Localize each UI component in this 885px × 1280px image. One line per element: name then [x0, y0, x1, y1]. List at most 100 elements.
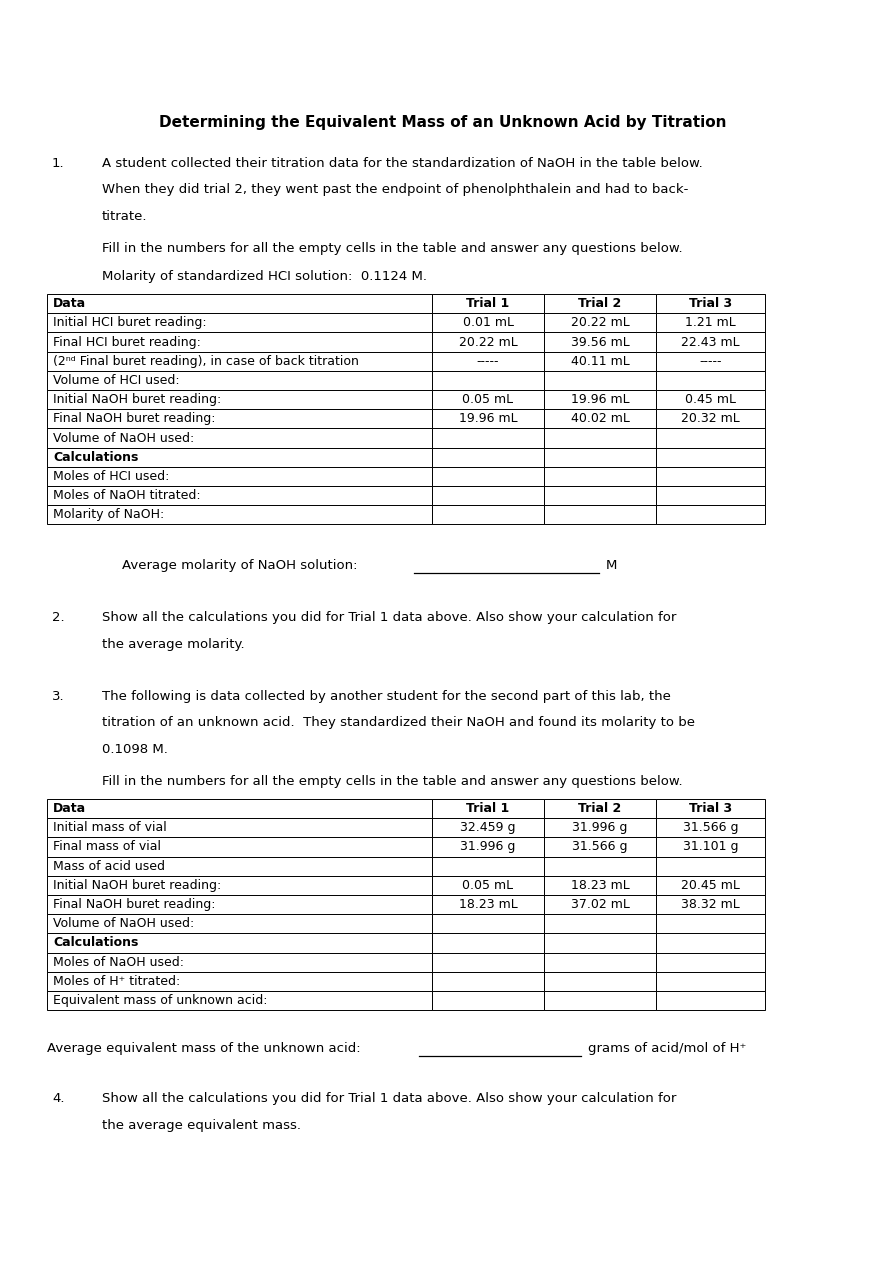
Bar [432, 895, 544, 914]
Text: the average molarity.: the average molarity. [102, 637, 244, 652]
Text: Show all the calculations you did for Trial 1 data above. Also show your calcula: Show all the calculations you did for Tr… [102, 612, 676, 625]
Text: Calculations: Calculations [53, 937, 138, 950]
Bar [656, 933, 765, 952]
Text: M: M [606, 559, 618, 572]
Text: 19.96 mL: 19.96 mL [458, 412, 518, 425]
Text: Moles of NaOH titrated:: Moles of NaOH titrated: [53, 489, 201, 502]
Bar [656, 429, 765, 448]
Bar [544, 506, 656, 525]
Text: Moles of NaOH used:: Moles of NaOH used: [53, 956, 184, 969]
Text: Final NaOH buret reading:: Final NaOH buret reading: [53, 899, 216, 911]
Text: 2.: 2. [52, 612, 65, 625]
Bar [656, 448, 765, 467]
Bar [656, 506, 765, 525]
Bar [47, 914, 432, 933]
Text: Initial mass of vial: Initial mass of vial [53, 822, 166, 835]
Text: Trial 3: Trial 3 [689, 803, 732, 815]
Bar [544, 895, 656, 914]
Text: 0.05 mL: 0.05 mL [463, 879, 513, 892]
Text: Final NaOH buret reading:: Final NaOH buret reading: [53, 412, 216, 425]
Text: titration of an unknown acid.  They standardized their NaOH and found its molari: titration of an unknown acid. They stand… [102, 717, 695, 730]
Text: Calculations: Calculations [53, 451, 138, 463]
Bar [544, 448, 656, 467]
Text: 20.32 mL: 20.32 mL [681, 412, 740, 425]
Bar [656, 352, 765, 371]
Bar [432, 933, 544, 952]
Text: 0.01 mL: 0.01 mL [463, 316, 513, 329]
Text: Initial NaOH buret reading:: Initial NaOH buret reading: [53, 879, 221, 892]
Bar [544, 818, 656, 837]
Text: Determining the Equivalent Mass of an Unknown Acid by Titration: Determining the Equivalent Mass of an Un… [158, 115, 727, 131]
Bar [544, 837, 656, 856]
Text: 20.22 mL: 20.22 mL [571, 316, 629, 329]
Bar [432, 856, 544, 876]
Bar [544, 856, 656, 876]
Bar [656, 914, 765, 933]
Text: 32.459 g: 32.459 g [460, 822, 516, 835]
Text: Trial 1: Trial 1 [466, 803, 510, 815]
Text: Trial 2: Trial 2 [579, 297, 621, 310]
Text: -----: ----- [477, 355, 499, 367]
Bar [544, 952, 656, 972]
Text: 31.566 g: 31.566 g [573, 841, 627, 854]
Text: Trial 2: Trial 2 [579, 803, 621, 815]
Text: 38.32 mL: 38.32 mL [681, 899, 740, 911]
Bar [544, 972, 656, 991]
Bar [432, 467, 544, 486]
Text: 18.23 mL: 18.23 mL [571, 879, 629, 892]
Text: 31.101 g: 31.101 g [682, 841, 738, 854]
Text: Molarity of NaOH:: Molarity of NaOH: [53, 508, 165, 521]
Bar [432, 294, 544, 314]
Bar [47, 333, 432, 352]
Text: 0.45 mL: 0.45 mL [685, 393, 736, 406]
Text: 4.: 4. [52, 1092, 65, 1105]
Text: Average molarity of NaOH solution:: Average molarity of NaOH solution: [122, 559, 358, 572]
Bar [47, 818, 432, 837]
Bar [544, 429, 656, 448]
Text: Volume of HCI used:: Volume of HCI used: [53, 374, 180, 387]
Bar [544, 991, 656, 1010]
Bar [47, 371, 432, 390]
Text: 31.996 g: 31.996 g [460, 841, 516, 854]
Text: Initial HCI buret reading:: Initial HCI buret reading: [53, 316, 206, 329]
Bar [656, 467, 765, 486]
Bar [544, 933, 656, 952]
Text: 22.43 mL: 22.43 mL [681, 335, 740, 348]
Bar [432, 333, 544, 352]
Bar [544, 314, 656, 333]
Text: Mass of acid used: Mass of acid used [53, 860, 165, 873]
Text: Trial 1: Trial 1 [466, 297, 510, 310]
Text: 0.05 mL: 0.05 mL [463, 393, 513, 406]
Bar [432, 486, 544, 506]
Bar [656, 856, 765, 876]
Bar [544, 410, 656, 429]
Text: Fill in the numbers for all the empty cells in the table and answer any question: Fill in the numbers for all the empty ce… [102, 774, 682, 788]
Bar [432, 448, 544, 467]
Bar [544, 371, 656, 390]
Text: Equivalent mass of unknown acid:: Equivalent mass of unknown acid: [53, 995, 267, 1007]
Text: (2ⁿᵈ Final buret reading), in case of back titration: (2ⁿᵈ Final buret reading), in case of ba… [53, 355, 359, 367]
Text: the average equivalent mass.: the average equivalent mass. [102, 1119, 301, 1132]
Bar [432, 837, 544, 856]
Text: 39.56 mL: 39.56 mL [571, 335, 629, 348]
Text: 19.96 mL: 19.96 mL [571, 393, 629, 406]
Bar [656, 818, 765, 837]
Text: Moles of HCI used:: Moles of HCI used: [53, 470, 169, 483]
Bar [47, 837, 432, 856]
Bar [47, 876, 432, 895]
Bar [656, 876, 765, 895]
Bar [656, 314, 765, 333]
Bar [656, 952, 765, 972]
Bar [47, 895, 432, 914]
Text: Show all the calculations you did for Trial 1 data above. Also show your calcula: Show all the calculations you did for Tr… [102, 1092, 676, 1105]
Text: Trial 3: Trial 3 [689, 297, 732, 310]
Bar [544, 467, 656, 486]
Bar [432, 991, 544, 1010]
Bar [544, 799, 656, 818]
Text: Initial NaOH buret reading:: Initial NaOH buret reading: [53, 393, 221, 406]
Bar [544, 294, 656, 314]
Bar [47, 314, 432, 333]
Bar [47, 486, 432, 506]
Bar [656, 371, 765, 390]
Text: Molarity of standardized HCI solution:  0.1124 M.: Molarity of standardized HCI solution: 0… [102, 270, 427, 283]
